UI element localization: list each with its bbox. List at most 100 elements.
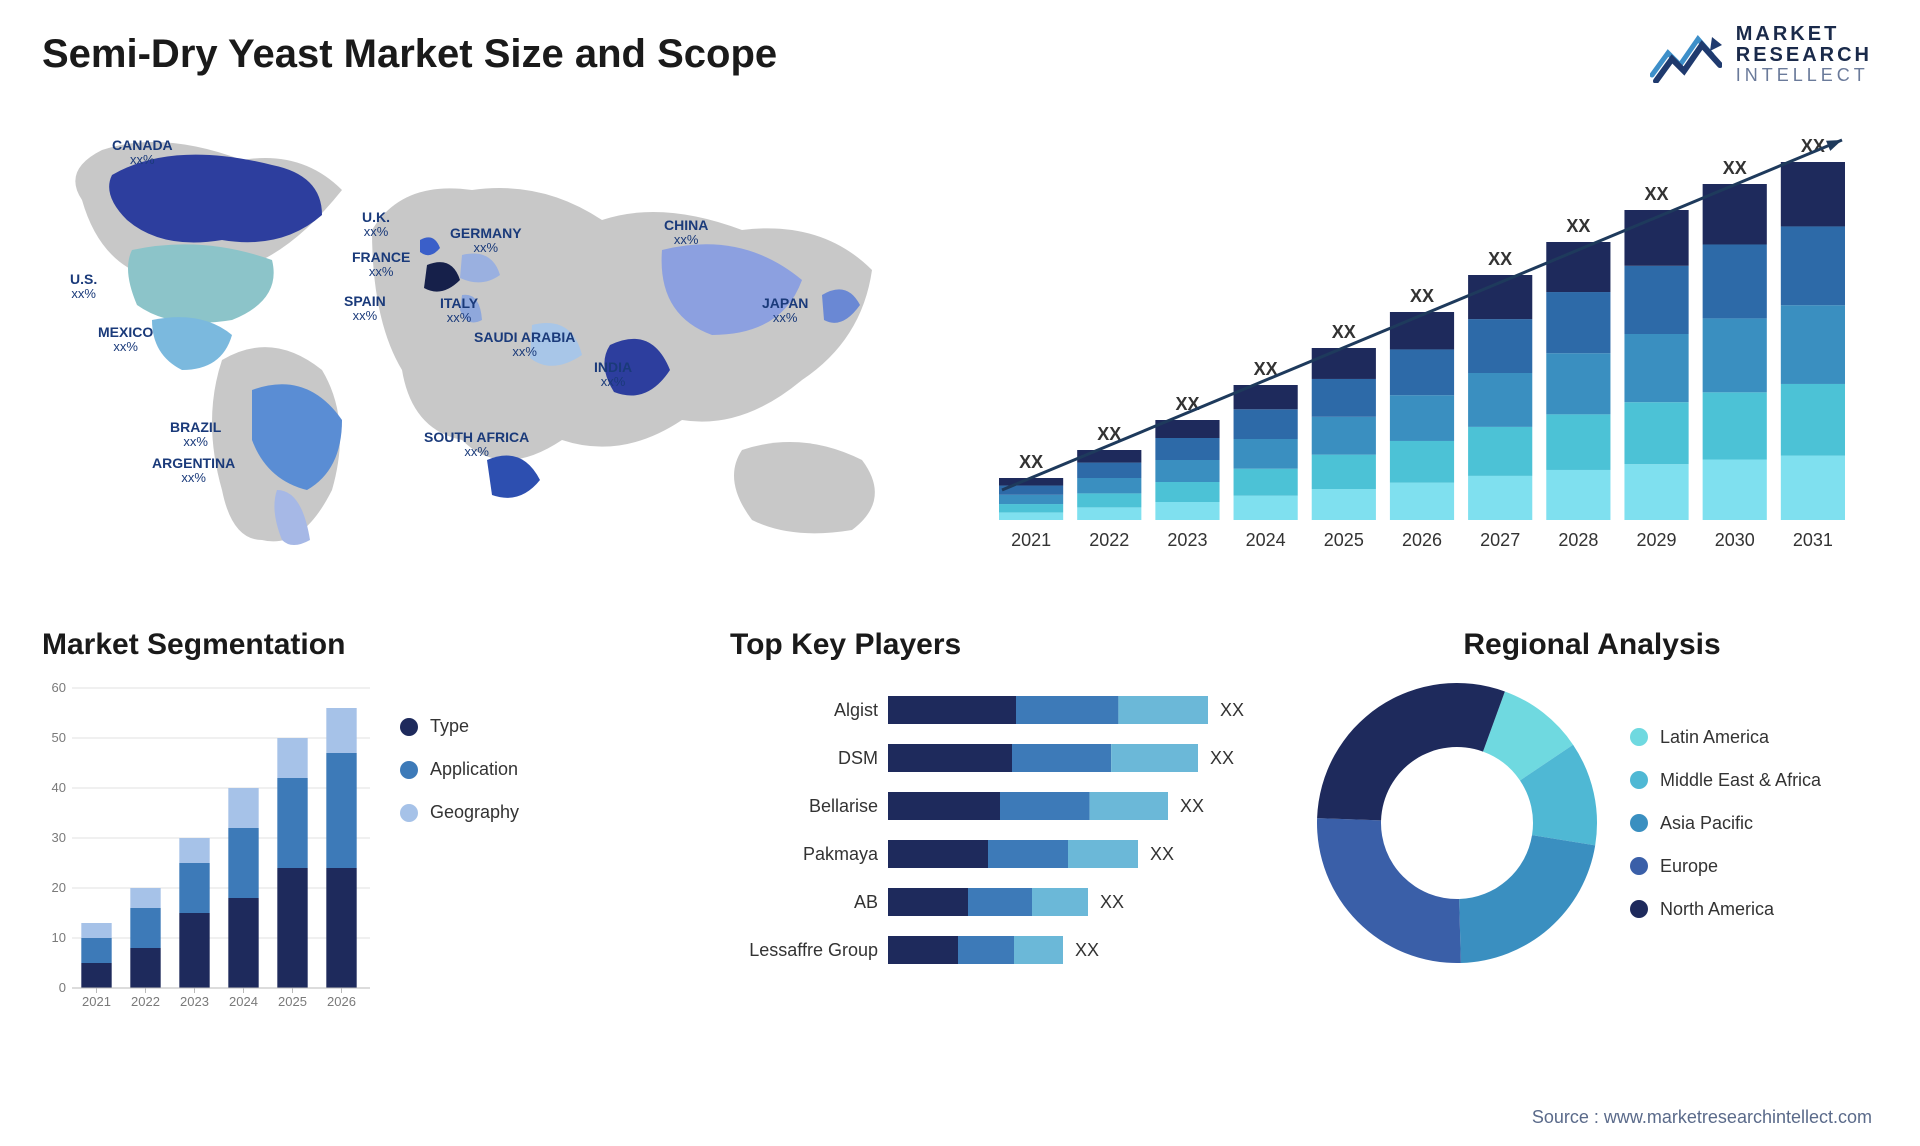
map-label: BRAZILxx% xyxy=(170,420,221,450)
regional-legend-item: North America xyxy=(1630,899,1821,920)
svg-text:XX: XX xyxy=(1075,940,1099,960)
players-chart-svg: AlgistXXDSMXXBellariseXXPakmayaXXABXXLes… xyxy=(730,678,1250,1018)
growth-chart-svg: XX 2021 XX 2022 XX 2023 XX 2024 XX 2025 XX 2026 XX 20… xyxy=(972,120,1872,560)
svg-text:Algist: Algist xyxy=(834,700,878,720)
players-title: Top Key Players xyxy=(730,628,1250,662)
segmentation-legend-item: Geography xyxy=(400,802,519,823)
logo-text-1: MARKET xyxy=(1736,24,1872,45)
map-label: SOUTH AFRICAxx% xyxy=(424,430,529,460)
legend-label: Geography xyxy=(430,802,519,823)
segmentation-section: Market Segmentation 0 10 20 30 40 50 60 2021 202… xyxy=(42,628,562,1018)
svg-text:XX: XX xyxy=(1723,158,1747,178)
map-label: FRANCExx% xyxy=(352,250,410,280)
svg-text:Lessaffre Group: Lessaffre Group xyxy=(749,940,878,960)
map-label: SPAINxx% xyxy=(344,294,386,324)
svg-text:XX: XX xyxy=(1566,216,1590,236)
svg-text:XX: XX xyxy=(1175,394,1199,414)
svg-text:AB: AB xyxy=(854,892,878,912)
svg-text:10: 10 xyxy=(52,930,66,945)
svg-text:DSM: DSM xyxy=(838,748,878,768)
svg-text:2022: 2022 xyxy=(131,994,160,1009)
segmentation-legend-item: Type xyxy=(400,716,519,737)
svg-text:2024: 2024 xyxy=(1246,530,1286,550)
regional-section: Regional Analysis Latin America Middle Ea… xyxy=(1312,628,1872,968)
segmentation-legend-item: Application xyxy=(400,759,519,780)
svg-text:2028: 2028 xyxy=(1558,530,1598,550)
svg-text:2025: 2025 xyxy=(1324,530,1364,550)
legend-label: Middle East & Africa xyxy=(1660,770,1821,791)
svg-text:2022: 2022 xyxy=(1089,530,1129,550)
svg-text:30: 30 xyxy=(52,830,66,845)
legend-label: Type xyxy=(430,716,469,737)
logo-mark-icon xyxy=(1650,25,1722,83)
source-attribution: Source : www.marketresearchintellect.com xyxy=(1532,1107,1872,1128)
svg-text:2021: 2021 xyxy=(1011,530,1051,550)
brand-logo: MARKET RESEARCH INTELLECT xyxy=(1650,24,1872,85)
page-title: Semi-Dry Yeast Market Size and Scope xyxy=(42,32,777,77)
regional-legend-item: Asia Pacific xyxy=(1630,813,1821,834)
map-label: MEXICOxx% xyxy=(98,325,153,355)
svg-text:2031: 2031 xyxy=(1793,530,1833,550)
map-label: JAPANxx% xyxy=(762,296,808,326)
segmentation-title: Market Segmentation xyxy=(42,628,562,662)
svg-text:XX: XX xyxy=(1410,286,1434,306)
segmentation-legend: Type Application Geography xyxy=(400,678,519,1018)
map-label: ARGENTINAxx% xyxy=(152,456,235,486)
map-label: U.K.xx% xyxy=(362,210,390,240)
logo-text-2: RESEARCH xyxy=(1736,45,1872,66)
legend-swatch-icon xyxy=(1630,771,1648,789)
svg-text:2029: 2029 xyxy=(1637,530,1677,550)
regional-legend-item: Latin America xyxy=(1630,727,1821,748)
svg-text:40: 40 xyxy=(52,780,66,795)
svg-text:XX: XX xyxy=(1488,249,1512,269)
legend-swatch-icon xyxy=(400,718,418,736)
growth-bar-chart: XX 2021 XX 2022 XX 2023 XX 2024 XX 2025 XX 2026 XX 20… xyxy=(972,120,1872,560)
svg-text:2023: 2023 xyxy=(180,994,209,1009)
svg-text:XX: XX xyxy=(1220,700,1244,720)
legend-swatch-icon xyxy=(1630,857,1648,875)
legend-label: Asia Pacific xyxy=(1660,813,1753,834)
svg-text:2026: 2026 xyxy=(1402,530,1442,550)
svg-text:2023: 2023 xyxy=(1167,530,1207,550)
world-map: CANADAxx% U.S.xx%MEXICOxx% BRAZILxx% ARGENT… xyxy=(42,120,932,560)
map-label: INDIAxx% xyxy=(594,360,632,390)
svg-text:2027: 2027 xyxy=(1480,530,1520,550)
regional-legend: Latin America Middle East & Africa Asia Pa… xyxy=(1630,727,1821,920)
svg-text:60: 60 xyxy=(52,680,66,695)
svg-text:2026: 2026 xyxy=(327,994,356,1009)
svg-text:2021: 2021 xyxy=(82,994,111,1009)
legend-swatch-icon xyxy=(400,761,418,779)
map-label: CHINAxx% xyxy=(664,218,708,248)
svg-text:20: 20 xyxy=(52,880,66,895)
regional-legend-item: Middle East & Africa xyxy=(1630,770,1821,791)
map-label: U.S.xx% xyxy=(70,272,97,302)
players-section: Top Key Players Algist XX DSM XX Bellarise XX… xyxy=(730,628,1250,1023)
legend-swatch-icon xyxy=(400,804,418,822)
legend-label: Application xyxy=(430,759,518,780)
svg-text:XX: XX xyxy=(1332,322,1356,342)
svg-text:0: 0 xyxy=(59,980,66,995)
legend-label: Latin America xyxy=(1660,727,1769,748)
svg-text:XX: XX xyxy=(1645,184,1669,204)
map-label: CANADAxx% xyxy=(112,138,173,168)
svg-text:XX: XX xyxy=(1019,452,1043,472)
svg-text:XX: XX xyxy=(1210,748,1234,768)
regional-legend-item: Europe xyxy=(1630,856,1821,877)
svg-text:50: 50 xyxy=(52,730,66,745)
svg-text:Bellarise: Bellarise xyxy=(809,796,878,816)
legend-swatch-icon xyxy=(1630,728,1648,746)
legend-label: Europe xyxy=(1660,856,1718,877)
svg-text:XX: XX xyxy=(1100,892,1124,912)
map-label: SAUDI ARABIAxx% xyxy=(474,330,575,360)
legend-swatch-icon xyxy=(1630,900,1648,918)
map-label: GERMANYxx% xyxy=(450,226,522,256)
legend-label: North America xyxy=(1660,899,1774,920)
svg-text:XX: XX xyxy=(1180,796,1204,816)
regional-donut-svg xyxy=(1312,678,1602,968)
regional-title: Regional Analysis xyxy=(1312,628,1872,662)
svg-text:XX: XX xyxy=(1150,844,1174,864)
logo-text-3: INTELLECT xyxy=(1736,66,1872,85)
segmentation-chart-svg: 0 10 20 30 40 50 60 2021 2022 2023 2024 2025 2026 xyxy=(42,678,372,1018)
svg-text:2024: 2024 xyxy=(229,994,258,1009)
svg-text:2025: 2025 xyxy=(278,994,307,1009)
